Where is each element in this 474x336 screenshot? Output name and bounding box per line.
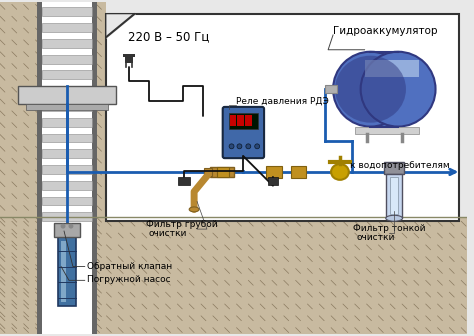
Bar bbox=[178, 177, 190, 185]
Bar bbox=[268, 177, 278, 185]
Bar bbox=[390, 177, 398, 214]
Bar bbox=[42, 149, 91, 158]
Bar bbox=[107, 14, 459, 221]
Ellipse shape bbox=[237, 144, 242, 149]
Text: очистки: очистки bbox=[357, 233, 395, 242]
Text: 220 В – 50 Гц: 220 В – 50 Гц bbox=[128, 30, 210, 43]
Bar bbox=[204, 168, 212, 176]
Bar bbox=[58, 237, 76, 306]
Text: Обратный клапан: Обратный клапан bbox=[87, 261, 172, 270]
Text: Погружной насос: Погружной насос bbox=[87, 275, 170, 284]
Ellipse shape bbox=[189, 207, 199, 212]
Bar bbox=[0, 217, 467, 334]
Bar bbox=[384, 162, 404, 174]
Ellipse shape bbox=[255, 144, 260, 149]
Text: Гидроаккумулятор: Гидроаккумулятор bbox=[333, 26, 438, 36]
Bar bbox=[42, 197, 91, 205]
Bar bbox=[18, 86, 116, 104]
Bar bbox=[217, 167, 228, 177]
Bar bbox=[228, 113, 258, 129]
Bar bbox=[125, 57, 133, 62]
Ellipse shape bbox=[386, 215, 402, 221]
Ellipse shape bbox=[246, 144, 251, 149]
Bar bbox=[42, 23, 91, 32]
Bar bbox=[42, 39, 91, 48]
Ellipse shape bbox=[361, 52, 436, 127]
Ellipse shape bbox=[229, 144, 234, 149]
Ellipse shape bbox=[333, 52, 408, 127]
Polygon shape bbox=[107, 14, 136, 39]
Text: Фильтр тонкой: Фильтр тонкой bbox=[353, 224, 425, 233]
Text: Фильтр грубой: Фильтр грубой bbox=[146, 220, 218, 229]
Bar bbox=[91, 2, 97, 334]
Bar bbox=[266, 166, 282, 178]
Bar bbox=[0, 2, 37, 334]
Text: к водопотребителям: к водопотребителям bbox=[350, 161, 449, 170]
Bar bbox=[371, 52, 398, 127]
Bar bbox=[42, 165, 91, 174]
Bar bbox=[42, 7, 91, 16]
Bar bbox=[42, 86, 91, 95]
Bar bbox=[325, 85, 337, 93]
Bar bbox=[37, 2, 42, 334]
Bar bbox=[42, 212, 91, 221]
Bar bbox=[54, 223, 80, 237]
Bar bbox=[246, 115, 252, 126]
FancyBboxPatch shape bbox=[223, 107, 264, 158]
Bar bbox=[386, 174, 402, 218]
Bar bbox=[42, 118, 91, 127]
Bar bbox=[291, 166, 307, 178]
Bar bbox=[26, 104, 109, 110]
Ellipse shape bbox=[68, 224, 73, 228]
Bar bbox=[42, 133, 91, 142]
Bar bbox=[355, 127, 419, 134]
Bar bbox=[123, 54, 135, 57]
Bar bbox=[37, 2, 97, 334]
Bar bbox=[365, 59, 419, 77]
Bar bbox=[229, 115, 237, 126]
Bar bbox=[237, 115, 245, 126]
Bar bbox=[42, 71, 91, 79]
Bar bbox=[97, 2, 107, 334]
Ellipse shape bbox=[61, 224, 65, 228]
Bar bbox=[42, 55, 91, 64]
Ellipse shape bbox=[335, 56, 406, 123]
Text: Реле давления РДЭ: Реле давления РДЭ bbox=[237, 97, 329, 106]
Bar bbox=[210, 167, 234, 177]
Bar bbox=[42, 102, 91, 111]
Bar bbox=[61, 241, 66, 302]
Ellipse shape bbox=[331, 164, 349, 180]
Text: очистки: очистки bbox=[149, 229, 187, 238]
Bar bbox=[42, 181, 91, 190]
